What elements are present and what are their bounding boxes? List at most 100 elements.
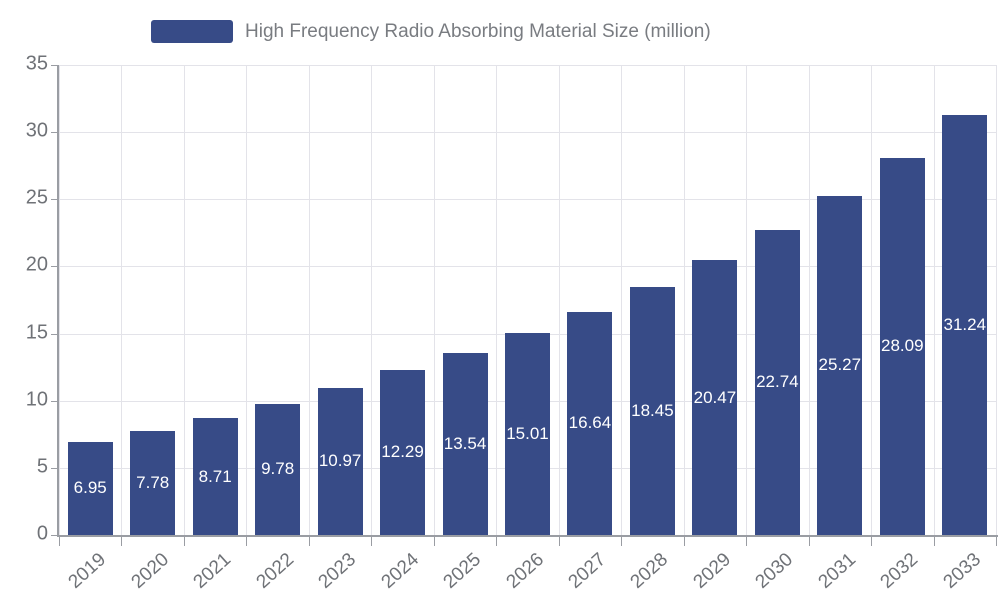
legend-label: High Frequency Radio Absorbing Material … <box>245 20 711 42</box>
x-tick-label-2021: 2021 <box>189 549 236 593</box>
gridline-horizontal <box>59 266 996 268</box>
bar-2024[interactable]: 12.29 <box>380 369 426 535</box>
x-tick-mark <box>933 537 935 546</box>
legend-swatch <box>151 20 233 43</box>
x-tick-label-2020: 2020 <box>127 549 173 593</box>
gridline-vertical <box>496 65 498 535</box>
x-tick-label-2030: 2030 <box>751 549 798 593</box>
gridline-vertical <box>746 65 748 535</box>
y-tick-label: 20 <box>25 253 48 276</box>
gridline-vertical <box>871 65 873 535</box>
bar-2032[interactable]: 28.09 <box>879 157 925 535</box>
gridline-vertical <box>996 65 997 535</box>
bar-2021[interactable]: 8.71 <box>192 418 238 535</box>
bar-value-label: 25.27 <box>818 355 862 375</box>
bar-2019[interactable]: 6.95 <box>67 441 113 535</box>
gridline-vertical <box>121 65 123 535</box>
x-tick-label-2029: 2029 <box>689 549 735 593</box>
x-tick-label-2027: 2027 <box>564 549 611 593</box>
x-tick-label-2025: 2025 <box>439 549 486 593</box>
bar-value-label: 22.74 <box>756 372 799 392</box>
x-tick-label-2024: 2024 <box>377 549 423 593</box>
bar-value-label: 20.47 <box>693 387 737 407</box>
bar-value-label: 6.95 <box>73 478 107 498</box>
bar-2023[interactable]: 10.97 <box>317 387 363 535</box>
x-tick-label-2033: 2033 <box>939 549 985 593</box>
x-tick-mark <box>871 537 873 546</box>
y-tick-mark <box>51 535 59 536</box>
x-tick-mark <box>121 537 123 546</box>
y-tick-label: 10 <box>25 388 48 411</box>
bar-2030[interactable]: 22.74 <box>754 229 800 535</box>
x-tick-label-2023: 2023 <box>314 549 361 593</box>
y-tick-label: 30 <box>25 119 48 142</box>
x-tick-label-2032: 2032 <box>876 549 923 593</box>
bar-2022[interactable]: 9.78 <box>255 403 301 535</box>
y-tick-mark <box>51 199 59 201</box>
gridline-vertical <box>371 65 373 535</box>
y-tick-mark <box>51 266 59 268</box>
gridline-vertical <box>933 65 935 535</box>
bar-2033[interactable]: 31.24 <box>942 115 988 535</box>
x-tick-mark <box>808 537 810 546</box>
x-tick-label-2031: 2031 <box>814 549 860 593</box>
y-tick-label: 15 <box>25 320 48 343</box>
gridline-horizontal <box>59 65 996 66</box>
bar-value-label: 9.78 <box>261 459 295 479</box>
y-tick-mark <box>51 467 59 469</box>
y-tick-mark <box>51 333 59 335</box>
x-tick-mark <box>308 537 310 546</box>
y-tick-label: 25 <box>25 186 48 209</box>
gridline-vertical <box>433 65 435 535</box>
x-tick-label-2022: 2022 <box>252 549 298 593</box>
bar-2031[interactable]: 25.27 <box>817 195 863 535</box>
y-axis-line <box>57 65 59 537</box>
gridline-horizontal <box>59 199 996 201</box>
gridline-vertical <box>183 65 185 535</box>
gridline-vertical <box>683 65 685 535</box>
bar-2028[interactable]: 18.45 <box>629 287 675 535</box>
bar-2020[interactable]: 7.78 <box>130 430 176 535</box>
y-tick-label: 0 <box>36 522 48 545</box>
bar-2025[interactable]: 13.54 <box>442 353 488 535</box>
bar-value-label: 16.64 <box>568 413 612 433</box>
x-tick-mark <box>371 537 373 546</box>
bar-value-label: 7.78 <box>136 472 170 492</box>
x-tick-label-2019: 2019 <box>64 549 111 593</box>
bar-2026[interactable]: 15.01 <box>505 333 550 535</box>
gridline-vertical <box>246 65 248 535</box>
y-tick-label: 5 <box>36 455 48 478</box>
gridline-vertical <box>59 65 60 535</box>
x-tick-mark <box>621 537 623 546</box>
bar-value-label: 18.45 <box>631 401 674 421</box>
x-tick-mark <box>433 537 435 546</box>
x-tick-label-2026: 2026 <box>502 549 548 593</box>
x-tick-mark <box>496 537 498 546</box>
x-tick-label-2028: 2028 <box>627 549 673 593</box>
bar-2029[interactable]: 20.47 <box>692 260 738 535</box>
gridline-vertical <box>308 65 310 535</box>
bar-value-label: 12.29 <box>381 442 424 462</box>
x-tick-mark <box>59 537 60 546</box>
x-tick-mark <box>246 537 248 546</box>
x-tick-mark <box>683 537 685 546</box>
bar-value-label: 15.01 <box>506 424 549 444</box>
gridline-vertical <box>558 65 560 535</box>
bar-value-label: 8.71 <box>198 466 232 486</box>
x-tick-mark <box>558 537 560 546</box>
x-tick-mark <box>746 537 748 546</box>
bar-value-label: 28.09 <box>881 336 924 356</box>
x-tick-mark <box>183 537 185 546</box>
gridline-vertical <box>808 65 810 535</box>
y-tick-label: 35 <box>25 52 48 75</box>
bar-2027[interactable]: 16.64 <box>567 311 613 535</box>
bar-value-label: 13.54 <box>443 434 487 454</box>
gridline-horizontal <box>59 132 996 134</box>
x-tick-mark <box>996 537 997 546</box>
x-axis-line <box>57 535 998 537</box>
y-tick-mark <box>51 65 59 66</box>
bar-value-label: 31.24 <box>943 315 987 335</box>
legend-item[interactable]: High Frequency Radio Absorbing Material … <box>151 20 711 43</box>
y-tick-mark <box>51 132 59 134</box>
